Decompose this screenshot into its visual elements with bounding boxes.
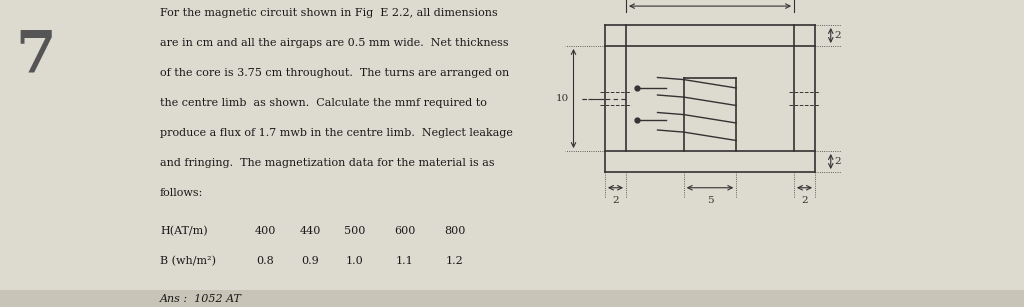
Text: B (wh/m²): B (wh/m²) [160,256,216,266]
Text: H(AT/m): H(AT/m) [160,226,208,236]
Text: 0.8: 0.8 [256,256,273,266]
Text: 2: 2 [801,196,808,205]
Text: 1.1: 1.1 [396,256,414,266]
Text: 1.2: 1.2 [446,256,464,266]
Text: 10: 10 [556,94,569,103]
Text: 5: 5 [707,196,714,205]
Text: follows:: follows: [160,188,204,198]
Text: 800: 800 [444,226,466,236]
Text: 600: 600 [394,226,416,236]
Text: 500: 500 [344,226,366,236]
Text: 20: 20 [703,0,717,2]
Text: and fringing.  The magnetization data for the material is as: and fringing. The magnetization data for… [160,158,495,168]
Text: of the core is 3.75 cm throughout.  The turns are arranged on: of the core is 3.75 cm throughout. The t… [160,68,509,78]
Text: For the magnetic circuit shown in Fig  E 2.2, all dimensions: For the magnetic circuit shown in Fig E … [160,8,498,18]
Text: Ans :  1052 AT: Ans : 1052 AT [160,294,242,304]
Text: 2: 2 [835,31,842,40]
Text: 440: 440 [299,226,321,236]
Text: 400: 400 [254,226,275,236]
Text: are in cm and all the airgaps are 0.5 mm wide.  Net thickness: are in cm and all the airgaps are 0.5 mm… [160,38,509,48]
Text: 0.9: 0.9 [301,256,318,266]
Text: produce a flux of 1.7 mwb in the centre limb.  Neglect leakage: produce a flux of 1.7 mwb in the centre … [160,128,513,138]
Text: 2: 2 [835,157,842,166]
Text: 7: 7 [15,28,55,84]
Text: 2: 2 [612,196,618,205]
Text: 1.0: 1.0 [346,256,364,266]
Text: the centre limb  as shown.  Calculate the mmf required to: the centre limb as shown. Calculate the … [160,98,486,108]
